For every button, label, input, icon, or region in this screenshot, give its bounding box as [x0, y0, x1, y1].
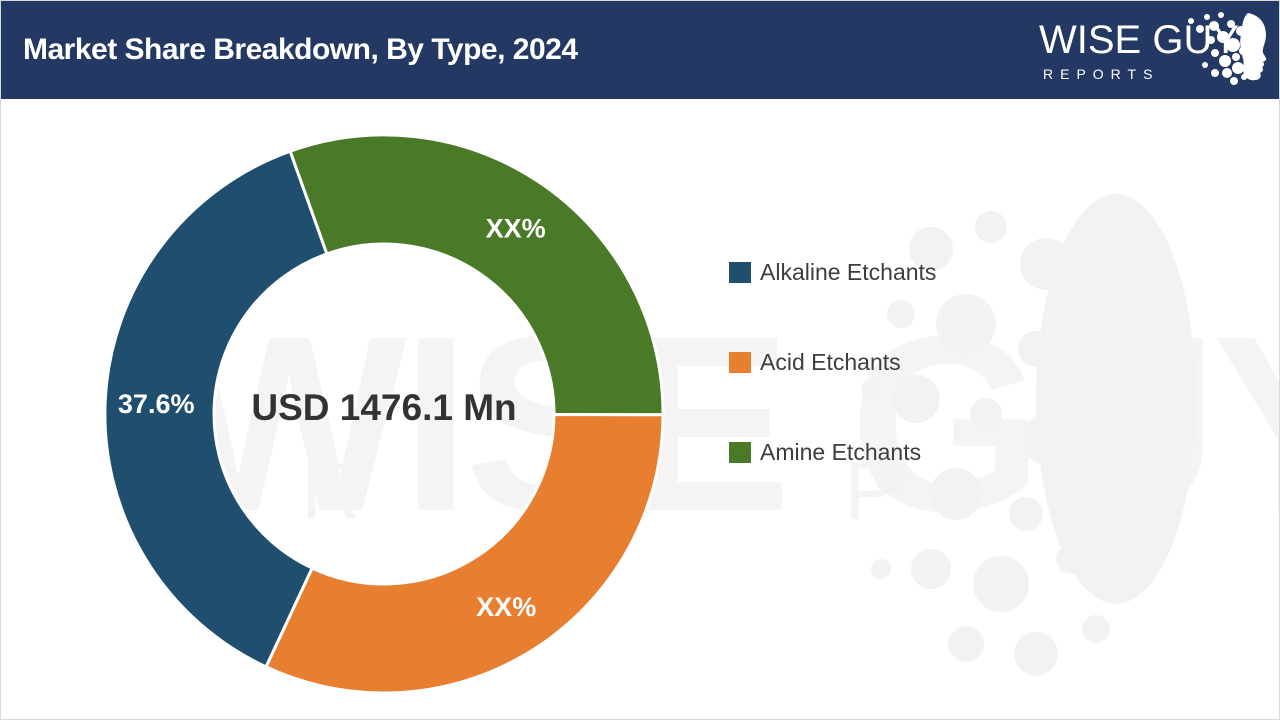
slice-percentage-label: XX% [476, 592, 536, 622]
logo-dots-icon [1188, 12, 1247, 85]
legend-item-alkaline-etchants[interactable]: Alkaline Etchants [729, 259, 936, 286]
watermark-dots-face-icon [861, 194, 1196, 676]
header-bar: Market Share Breakdown, By Type, 2024 WI… [1, 1, 1279, 99]
logo-face-icon [1240, 13, 1267, 81]
page-title: Market Share Breakdown, By Type, 2024 [23, 33, 578, 66]
legend-swatch-icon [729, 352, 751, 373]
donut-center-total: USD 1476.1 Mn [251, 387, 517, 428]
legend-item-acid-etchants[interactable]: Acid Etchants [729, 349, 901, 376]
donut-slice-amine-etchants[interactable] [288, 133, 665, 417]
wise-guy-reports-logo: WISE GUY REPORTS [1039, 12, 1267, 85]
legend-item-amine-etchants[interactable]: Amine Etchants [729, 439, 921, 466]
donut-slice-acid-etchants[interactable] [264, 412, 665, 695]
legend-label: Alkaline Etchants [760, 259, 937, 285]
legend-label: Acid Etchants [760, 349, 901, 375]
donut-chart: 37.6% XX% XX% [103, 133, 665, 695]
donut-slice-alkaline-etchants[interactable] [103, 149, 329, 669]
legend-swatch-icon [729, 262, 751, 283]
chart-canvas: WISE GUY R E P O R T S 37.6%XX%XX% USD 1… [1, 99, 1279, 719]
slice-percentage-label: 37.6% [118, 389, 195, 419]
slice-percentage-label: XX% [486, 213, 546, 243]
legend-swatch-icon [729, 442, 751, 463]
logo-wordmark: WISE GUY [1039, 18, 1239, 62]
logo-subtitle: REPORTS [1043, 66, 1159, 82]
legend-label: Amine Etchants [760, 439, 922, 465]
